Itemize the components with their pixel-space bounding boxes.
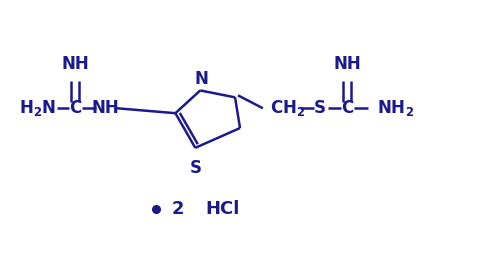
Text: NH: NH (92, 99, 120, 117)
Text: HCl: HCl (205, 200, 240, 218)
Text: 2: 2 (171, 200, 184, 218)
Text: $\mathregular{H_2N}$: $\mathregular{H_2N}$ (19, 98, 56, 118)
Text: S: S (189, 159, 201, 177)
Text: C: C (69, 99, 81, 117)
Text: C: C (341, 99, 354, 117)
Text: NH: NH (334, 55, 361, 73)
Text: $\mathregular{CH_2}$: $\mathregular{CH_2}$ (270, 98, 305, 118)
Text: S: S (314, 99, 326, 117)
Text: $\mathregular{NH_2}$: $\mathregular{NH_2}$ (377, 98, 414, 118)
Text: NH: NH (61, 55, 89, 73)
Text: N: N (194, 70, 208, 88)
